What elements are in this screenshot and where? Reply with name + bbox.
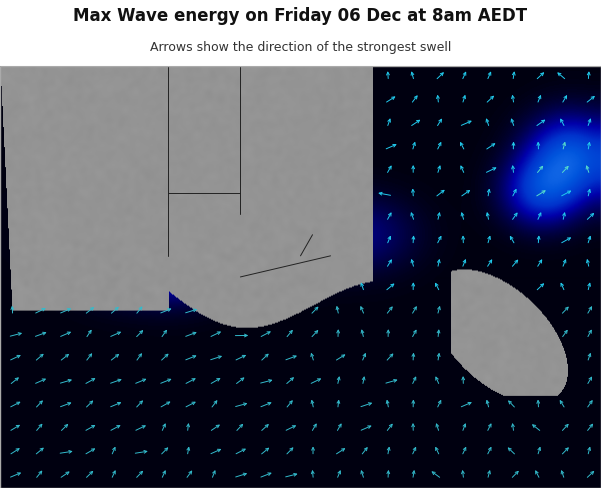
Text: Max Wave energy on Friday 06 Dec at 8am AEDT: Max Wave energy on Friday 06 Dec at 8am … <box>73 7 528 25</box>
Text: Arrows show the direction of the strongest swell: Arrows show the direction of the stronge… <box>150 41 451 54</box>
